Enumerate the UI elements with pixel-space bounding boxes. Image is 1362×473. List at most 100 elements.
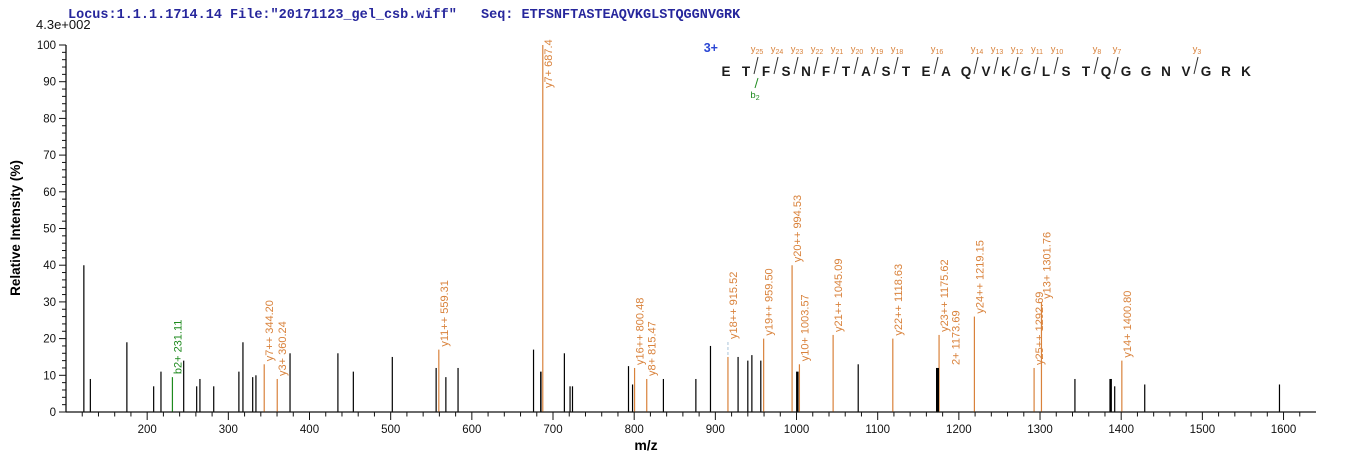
y-tick-label: 50	[43, 224, 56, 236]
y-ion-label: y22	[811, 44, 824, 56]
y-ion-label: y21	[831, 44, 844, 56]
x-tick-label: 1300	[1027, 424, 1053, 436]
x-axis-title: m/z	[634, 437, 657, 453]
x-tick-label: 800	[625, 424, 644, 436]
residue-letter: L	[1042, 64, 1050, 79]
peak-label: y7+ 687.4	[543, 39, 555, 88]
y-ticks: 0 10 20 30 40 50 60 70 80 90 100	[37, 40, 66, 419]
x-tick-label: 300	[219, 424, 238, 436]
y-ion-cleavage-tick	[1013, 56, 1019, 75]
residue-letter: G	[1121, 64, 1132, 79]
peak-label: b2+ 231.11	[172, 320, 184, 375]
max-intensity-scale-label: 4.3e+002	[36, 17, 91, 32]
residue-letter: S	[1061, 64, 1070, 79]
y-ion-cleavage-tick	[1033, 56, 1039, 75]
residue-letter: A	[861, 64, 871, 79]
y-ion-cleavage-tick	[1053, 56, 1059, 75]
y-ion-label: y23	[791, 44, 804, 56]
residue-letter: R	[1221, 64, 1231, 79]
y-tick-label: 20	[43, 334, 56, 346]
y-tick-label: 40	[43, 260, 56, 272]
residue-letter: V	[1181, 64, 1190, 79]
peak-label: 2+ 1173.69	[951, 310, 963, 365]
residue-letter: G	[1201, 64, 1212, 79]
y-ion-cleavage-tick	[833, 56, 839, 75]
y-tick-label: 60	[43, 187, 56, 199]
peak-label: y25++ 1292.69	[1034, 292, 1046, 365]
y-ion-label: y8	[1093, 44, 1102, 56]
residue-letter: Q	[961, 64, 972, 79]
y-tick-label: 30	[43, 297, 56, 309]
y-ion-label: y18	[891, 44, 904, 56]
y-axis-title: Relative Intensity (%)	[8, 160, 23, 296]
y-ion-cleavage-tick	[1093, 56, 1099, 75]
precursor-charge-label: 3+	[704, 41, 718, 55]
x-tick-label: 500	[381, 424, 400, 436]
y-ion-cleavage-tick	[893, 56, 899, 75]
y-ion-cleavage-tick	[933, 56, 939, 75]
y-ion-cleavage-tick	[993, 56, 999, 75]
annotated-peaks: b2+ 231.11 y7++ 344.20 y3+ 360.24 y11++ 559…	[171, 39, 1134, 412]
y-tick-label: 90	[43, 77, 56, 89]
y-ion-label: y7	[1113, 44, 1122, 56]
peak-label: y10+ 1003.57	[799, 294, 811, 361]
residue-letter: T	[902, 64, 911, 79]
y-ion-label: y24	[771, 44, 784, 56]
y-tick-label: 80	[43, 113, 56, 125]
peak-label: y8+ 815.47	[647, 321, 659, 376]
y-ion-cleavage-tick	[853, 56, 859, 75]
y-ion-cleavage-tick	[753, 56, 759, 75]
sequence-header: Seq: ETFSNFTASTEAQVKGLSTQGGNVGRK	[481, 8, 740, 23]
residue-letter: F	[762, 64, 770, 79]
y-ion-cleavage-tick	[1113, 56, 1119, 75]
peak-label: y3+ 360.24	[277, 321, 289, 376]
y-tick-label: 100	[37, 40, 56, 52]
peak-label: y21++ 1045.09	[833, 259, 845, 332]
b-ion-cleavage-tick	[754, 77, 759, 89]
y-ion-cleavage-tick	[973, 56, 979, 75]
residue-letter: G	[1141, 64, 1152, 79]
residue-letter: T	[742, 64, 751, 79]
peak-label: y24++ 1219.15	[974, 240, 986, 313]
y-ion-label: y25	[751, 44, 764, 56]
residue-letter: E	[921, 64, 930, 79]
residue-letter: E	[721, 64, 730, 79]
y-ion-cleavage-tick	[873, 56, 879, 75]
x-tick-label: 200	[138, 424, 157, 436]
residue-letter: T	[842, 64, 851, 79]
y-ion-label: y19	[871, 44, 884, 56]
seq-value: ETFSNFTASTEAQVKGLSTQGGNVGRK	[521, 8, 741, 23]
peak-label: y11++ 559.31	[439, 280, 451, 346]
peak-label: y20++ 994.53	[792, 195, 804, 262]
y-ion-cleavage-tick	[813, 56, 819, 75]
x-tick-label: 400	[300, 424, 319, 436]
y-tick-label: 70	[43, 150, 56, 162]
peak-label: y13+ 1301.76	[1041, 232, 1053, 299]
y-tick-label: 0	[50, 407, 56, 419]
x-tick-label: 600	[462, 424, 481, 436]
residue-letter: A	[941, 64, 951, 79]
peak-label: y16++ 800.48	[635, 298, 647, 365]
y-ion-cleavage-tick	[773, 56, 779, 75]
b-ion-label: b2	[750, 90, 759, 102]
y-ion-label: y3	[1193, 44, 1202, 56]
y-ion-label: y13	[991, 44, 1004, 56]
residue-letter: F	[822, 64, 830, 79]
x-tick-label: 1200	[946, 424, 972, 436]
y-ion-label: y16	[931, 44, 944, 56]
peak-label: y7++ 344.20	[264, 300, 276, 361]
x-tick-label: 700	[543, 424, 562, 436]
x-tick-label: 1100	[865, 424, 890, 436]
peak-label: y22++ 1118.63	[893, 264, 905, 336]
peak-label: y14+ 1400.80	[1122, 291, 1134, 358]
y-ion-cleavage-tick	[1193, 56, 1199, 75]
x-tick-label: 900	[706, 424, 725, 436]
peak-label: y18++ 915.52	[728, 272, 740, 339]
y-ion-label: y10	[1051, 44, 1064, 56]
residue-letter: N	[1161, 64, 1171, 79]
locus-file-text: Locus:1.1.1.1714.14 File:"20171123_gel_c…	[68, 8, 457, 23]
peak-label: y19++ 959.50	[764, 268, 776, 335]
